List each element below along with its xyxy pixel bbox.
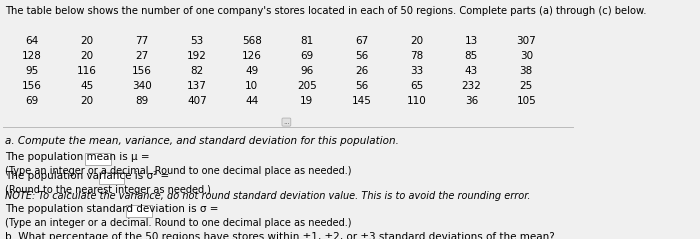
Text: 38: 38	[519, 66, 533, 76]
Text: 128: 128	[22, 51, 42, 61]
Text: The table below shows the number of one company's stores located in each of 50 r: The table below shows the number of one …	[5, 6, 646, 16]
Text: 43: 43	[465, 66, 478, 76]
Text: 67: 67	[355, 36, 368, 46]
Text: 19: 19	[300, 96, 314, 106]
Text: 307: 307	[517, 36, 536, 46]
Text: 56: 56	[355, 81, 368, 91]
Text: 78: 78	[410, 51, 423, 61]
Text: 232: 232	[461, 81, 482, 91]
Text: b. What percentage of the 50 regions have stores within ±1, ±2, or ±3 standard d: b. What percentage of the 50 regions hav…	[5, 232, 554, 239]
Text: 96: 96	[300, 66, 314, 76]
Text: 27: 27	[135, 51, 148, 61]
Text: 10: 10	[245, 81, 258, 91]
FancyBboxPatch shape	[85, 153, 111, 165]
Text: 156: 156	[132, 66, 152, 76]
Text: 36: 36	[465, 96, 478, 106]
Text: 20: 20	[80, 96, 94, 106]
Text: 105: 105	[517, 96, 536, 106]
Text: 33: 33	[410, 66, 423, 76]
Text: 45: 45	[80, 81, 94, 91]
Text: 110: 110	[407, 96, 426, 106]
FancyBboxPatch shape	[99, 172, 124, 184]
Text: 20: 20	[80, 51, 94, 61]
Text: 26: 26	[355, 66, 368, 76]
Text: a. Compute the mean, variance, and standard deviation for this population.: a. Compute the mean, variance, and stand…	[5, 136, 398, 146]
Text: 30: 30	[519, 51, 533, 61]
Text: 407: 407	[187, 96, 206, 106]
Text: 13: 13	[465, 36, 478, 46]
FancyBboxPatch shape	[127, 205, 152, 217]
Text: 77: 77	[135, 36, 148, 46]
Text: The population standard deviation is σ =: The population standard deviation is σ =	[5, 204, 218, 214]
Text: 192: 192	[187, 51, 206, 61]
Text: (Type an integer or a decimal. Round to one decimal place as needed.): (Type an integer or a decimal. Round to …	[5, 166, 351, 176]
Text: (Type an integer or a decimal. Round to one decimal place as needed.): (Type an integer or a decimal. Round to …	[5, 218, 351, 228]
Text: 64: 64	[26, 36, 38, 46]
Text: 340: 340	[132, 81, 152, 91]
Text: 56: 56	[355, 51, 368, 61]
Text: 44: 44	[245, 96, 258, 106]
Text: 145: 145	[351, 96, 372, 106]
Text: (Round to the nearest integer as needed.): (Round to the nearest integer as needed.…	[5, 185, 211, 195]
Text: 85: 85	[465, 51, 478, 61]
Text: 156: 156	[22, 81, 42, 91]
Text: 53: 53	[190, 36, 204, 46]
Text: The population mean is μ =: The population mean is μ =	[5, 152, 149, 163]
Text: 69: 69	[26, 96, 38, 106]
Text: 20: 20	[410, 36, 423, 46]
Text: 69: 69	[300, 51, 314, 61]
Text: 65: 65	[410, 81, 423, 91]
Text: 116: 116	[77, 66, 97, 76]
Text: ...: ...	[283, 119, 290, 125]
Text: The population variance is σ² =: The population variance is σ² =	[5, 171, 169, 181]
Text: 137: 137	[187, 81, 206, 91]
Text: 82: 82	[190, 66, 204, 76]
Text: 568: 568	[242, 36, 262, 46]
Text: 25: 25	[519, 81, 533, 91]
Text: 126: 126	[242, 51, 262, 61]
Text: 81: 81	[300, 36, 314, 46]
Text: 205: 205	[297, 81, 316, 91]
Text: 49: 49	[245, 66, 258, 76]
Text: 89: 89	[135, 96, 148, 106]
Text: 95: 95	[26, 66, 38, 76]
Text: 20: 20	[80, 36, 94, 46]
Text: NOTE: To calculate the variance, do not round standard deviation value. This is : NOTE: To calculate the variance, do not …	[5, 191, 531, 201]
